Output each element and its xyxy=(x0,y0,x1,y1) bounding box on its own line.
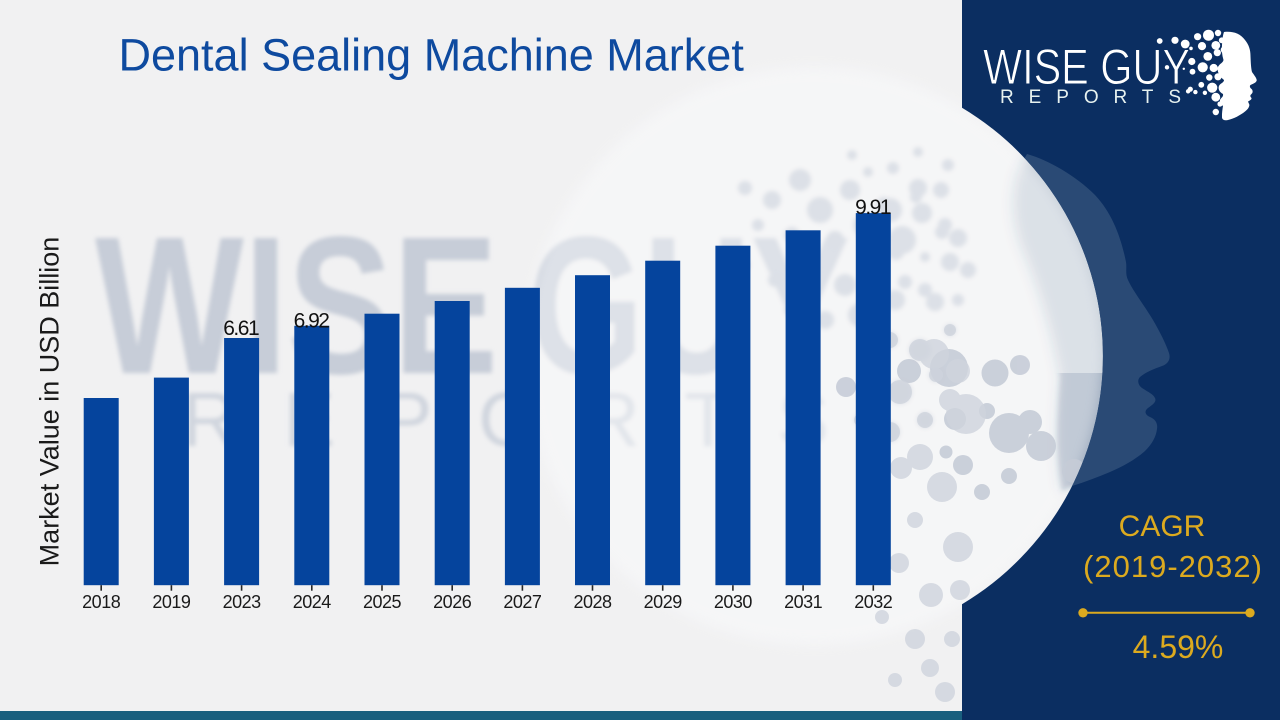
svg-text:2031: 2031 xyxy=(784,592,823,612)
svg-text:2026: 2026 xyxy=(433,592,472,612)
svg-text:2027: 2027 xyxy=(503,592,542,612)
svg-text:2023: 2023 xyxy=(223,592,262,612)
svg-text:Dental Sealing Machine Market: Dental Sealing Machine Market xyxy=(119,30,745,81)
svg-text:2019: 2019 xyxy=(152,592,191,612)
svg-text:2024: 2024 xyxy=(293,592,332,612)
svg-text:2029: 2029 xyxy=(644,592,683,612)
svg-text:Market Value in USD Billion: Market Value in USD Billion xyxy=(35,237,65,567)
svg-text:2032: 2032 xyxy=(854,592,893,612)
svg-text:2018: 2018 xyxy=(82,592,121,612)
svg-text:(2019-2032): (2019-2032) xyxy=(1083,549,1263,584)
svg-text:6.61: 6.61 xyxy=(223,317,259,340)
svg-text:2025: 2025 xyxy=(363,592,402,612)
svg-text:CAGR: CAGR xyxy=(1119,510,1206,543)
svg-text:2030: 2030 xyxy=(714,592,753,612)
svg-text:9.91: 9.91 xyxy=(855,196,891,219)
svg-text:4.59%: 4.59% xyxy=(1133,629,1224,665)
svg-text:6.92: 6.92 xyxy=(294,309,330,332)
svg-text:2028: 2028 xyxy=(573,592,612,612)
svg-text:WISE GUY: WISE GUY xyxy=(983,39,1190,95)
